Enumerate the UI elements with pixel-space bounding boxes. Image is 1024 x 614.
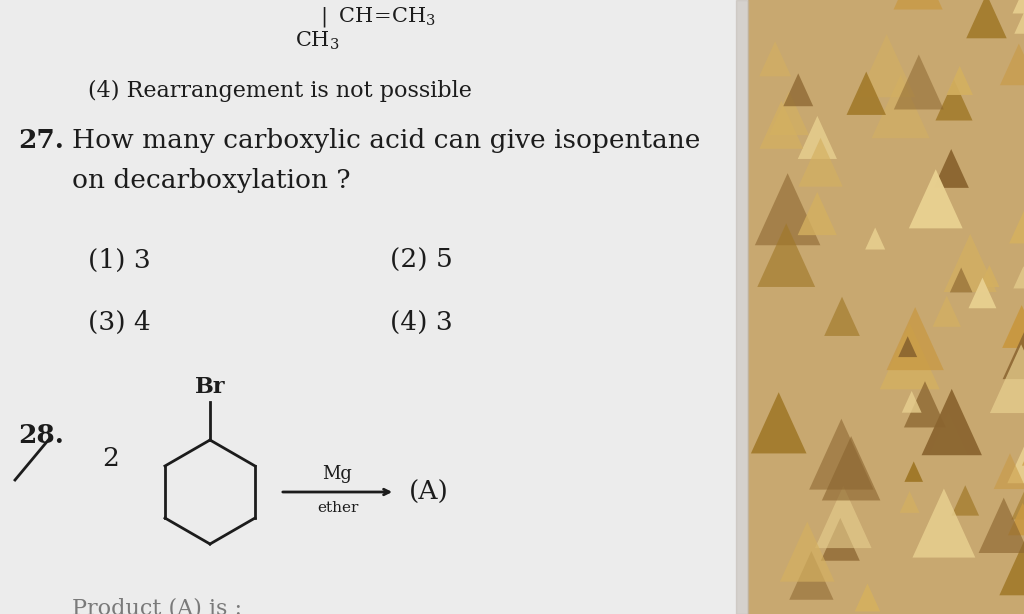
Polygon shape <box>880 324 940 389</box>
Text: 2: 2 <box>102 446 119 470</box>
Polygon shape <box>979 498 1024 553</box>
Polygon shape <box>1012 464 1024 519</box>
Polygon shape <box>824 297 860 336</box>
Polygon shape <box>865 228 885 249</box>
Polygon shape <box>1008 419 1024 483</box>
Polygon shape <box>950 268 973 292</box>
Text: Br: Br <box>195 376 225 398</box>
Polygon shape <box>809 419 873 489</box>
Polygon shape <box>894 55 944 109</box>
Polygon shape <box>999 538 1024 596</box>
Polygon shape <box>798 116 837 159</box>
Polygon shape <box>898 336 918 357</box>
Text: $\mathregular{| \;\; CH\!=\!CH_3}$: $\mathregular{| \;\; CH\!=\!CH_3}$ <box>319 5 436 29</box>
Polygon shape <box>999 44 1024 85</box>
Polygon shape <box>993 453 1024 489</box>
Polygon shape <box>790 551 834 600</box>
Polygon shape <box>759 41 792 76</box>
Polygon shape <box>951 485 979 516</box>
Text: (3) 4: (3) 4 <box>88 310 151 335</box>
Polygon shape <box>815 486 871 548</box>
Polygon shape <box>909 169 963 228</box>
Polygon shape <box>822 436 881 500</box>
Polygon shape <box>1002 305 1024 348</box>
Polygon shape <box>904 461 923 482</box>
Polygon shape <box>922 389 982 455</box>
Polygon shape <box>979 265 999 287</box>
Polygon shape <box>1015 0 1024 34</box>
Polygon shape <box>1014 266 1024 289</box>
Polygon shape <box>934 149 969 188</box>
Polygon shape <box>946 66 973 95</box>
Polygon shape <box>1010 208 1024 243</box>
Text: (2) 5: (2) 5 <box>390 248 453 273</box>
Polygon shape <box>1008 503 1024 535</box>
Polygon shape <box>904 381 946 427</box>
Polygon shape <box>799 138 843 187</box>
Bar <box>0 0 748 614</box>
Polygon shape <box>751 392 807 453</box>
Polygon shape <box>900 491 920 513</box>
Polygon shape <box>858 34 915 97</box>
Polygon shape <box>912 489 975 558</box>
Text: Product (A) is :: Product (A) is : <box>72 598 242 614</box>
Polygon shape <box>990 344 1024 413</box>
Text: (1) 3: (1) 3 <box>88 248 151 273</box>
Polygon shape <box>758 223 815 287</box>
Polygon shape <box>1002 324 1024 379</box>
Polygon shape <box>760 101 803 149</box>
Polygon shape <box>769 91 809 135</box>
Polygon shape <box>944 234 996 292</box>
Polygon shape <box>936 80 973 120</box>
Polygon shape <box>930 413 968 455</box>
Bar <box>736 0 748 614</box>
Text: (4) Rearrangement is not possible: (4) Rearrangement is not possible <box>88 80 472 102</box>
Text: $\mathregular{CH_3}$: $\mathregular{CH_3}$ <box>295 30 340 52</box>
Polygon shape <box>847 72 886 115</box>
Polygon shape <box>969 278 996 308</box>
Polygon shape <box>967 0 1007 38</box>
Polygon shape <box>933 296 961 327</box>
Polygon shape <box>780 522 835 581</box>
Polygon shape <box>1022 445 1024 465</box>
Polygon shape <box>871 75 930 138</box>
Polygon shape <box>755 173 820 245</box>
Text: (A): (A) <box>409 480 449 505</box>
Polygon shape <box>902 391 922 413</box>
Polygon shape <box>894 0 943 10</box>
Text: 28.: 28. <box>18 423 63 448</box>
Polygon shape <box>783 73 813 106</box>
Polygon shape <box>798 192 837 235</box>
Text: Mg: Mg <box>323 465 352 483</box>
Polygon shape <box>855 583 881 612</box>
Text: ether: ether <box>316 501 358 515</box>
Text: on decarboxylation ?: on decarboxylation ? <box>72 168 350 193</box>
Polygon shape <box>1013 0 1024 14</box>
Polygon shape <box>887 307 944 370</box>
Bar <box>748 0 1024 614</box>
Polygon shape <box>821 518 860 561</box>
Text: (4) 3: (4) 3 <box>390 310 453 335</box>
Text: How many carboxylic acid can give isopentane: How many carboxylic acid can give isopen… <box>72 128 700 153</box>
Text: 27.: 27. <box>18 128 63 153</box>
